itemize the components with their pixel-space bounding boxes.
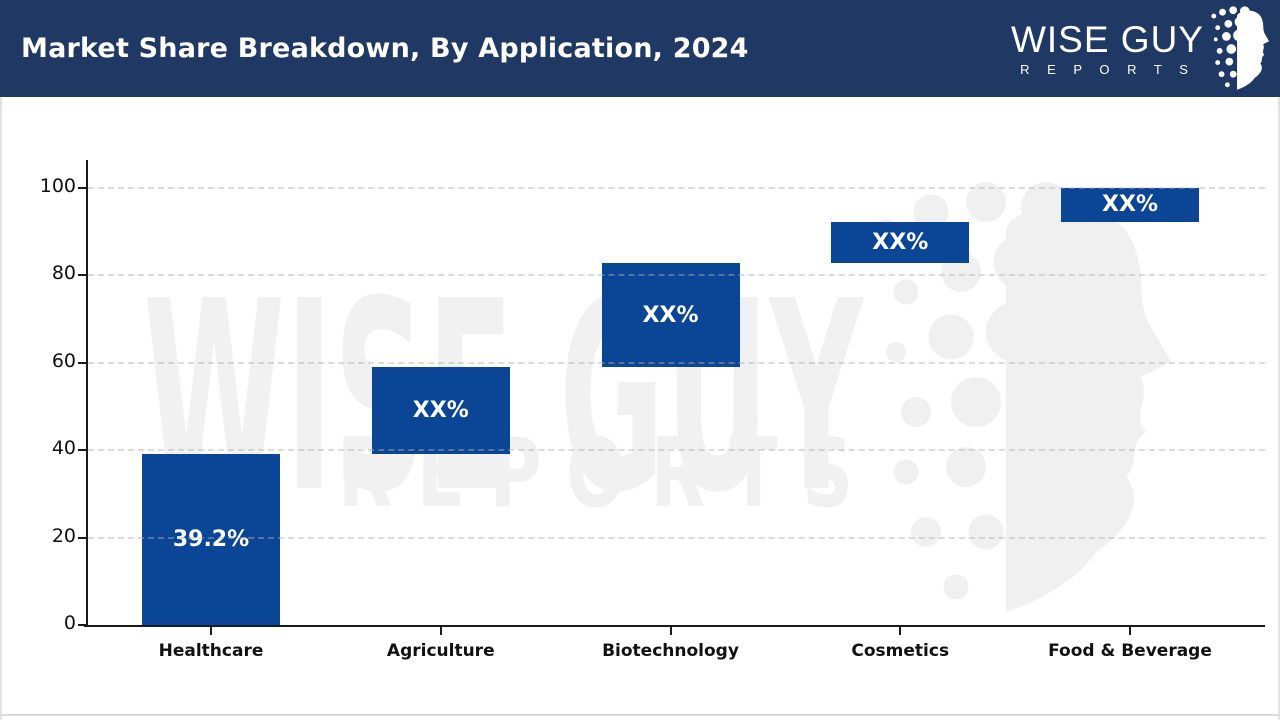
brand-face-icon xyxy=(1211,5,1270,90)
gridline xyxy=(88,449,1265,451)
gridline xyxy=(88,536,1265,539)
gridline xyxy=(88,274,1265,276)
brand-logo: WISE GUY R E P O R T S xyxy=(1011,0,1270,97)
brand-subtitle: R E P O R T S xyxy=(1020,62,1195,77)
y-tick-mark xyxy=(78,624,88,626)
bar-value-label: 39.2% xyxy=(172,526,250,552)
x-tick-label: Agriculture xyxy=(386,641,495,661)
page-title: Market Share Breakdown, By Application, … xyxy=(21,33,749,64)
x-tick-mark xyxy=(210,627,212,635)
x-tick-mark xyxy=(439,627,442,635)
bar: XX% xyxy=(831,221,970,264)
y-tick-mark xyxy=(78,536,88,539)
bar-value-label: XX% xyxy=(642,302,699,328)
y-tick-label: 100 xyxy=(39,174,76,197)
y-tick-mark xyxy=(78,274,88,276)
x-tick-label: Food & Beverage xyxy=(1048,641,1212,661)
bar-value-label: XX% xyxy=(412,397,469,423)
x-tick-mark xyxy=(1129,627,1131,635)
y-tick-label: 20 xyxy=(51,524,76,547)
bar: XX% xyxy=(1061,187,1199,222)
x-tick-label: Healthcare xyxy=(158,641,264,661)
brand-name: WISE GUY xyxy=(1010,19,1204,60)
left-border xyxy=(0,97,2,720)
bar: XX% xyxy=(601,263,740,367)
x-tick-mark xyxy=(669,627,672,635)
right-border xyxy=(1278,97,1280,720)
y-axis-line xyxy=(86,160,88,627)
x-tick-mark xyxy=(899,627,902,635)
x-tick-label: Biotechnology xyxy=(602,641,739,661)
y-tick-label: 80 xyxy=(51,262,76,284)
bottom-border xyxy=(0,714,1280,716)
bar-value-label: XX% xyxy=(1102,192,1158,218)
y-tick-label: 0 xyxy=(63,612,76,634)
bar: XX% xyxy=(371,366,510,454)
y-tick-label: 40 xyxy=(51,437,76,459)
header: Market Share Breakdown, By Application, … xyxy=(0,0,1280,97)
gridline xyxy=(88,186,1265,189)
brand-logo-text: WISE GUY R E P O R T S xyxy=(1011,21,1204,76)
y-tick-label: 60 xyxy=(51,349,76,372)
y-tick-mark xyxy=(78,361,88,364)
y-tick-mark xyxy=(78,186,88,189)
y-tick-mark xyxy=(78,449,88,451)
x-tick-label: Cosmetics xyxy=(851,641,950,661)
bar-value-label: XX% xyxy=(872,229,929,255)
gridline xyxy=(88,361,1265,364)
x-axis-line xyxy=(84,625,1265,627)
bar: 39.2% xyxy=(142,453,280,625)
